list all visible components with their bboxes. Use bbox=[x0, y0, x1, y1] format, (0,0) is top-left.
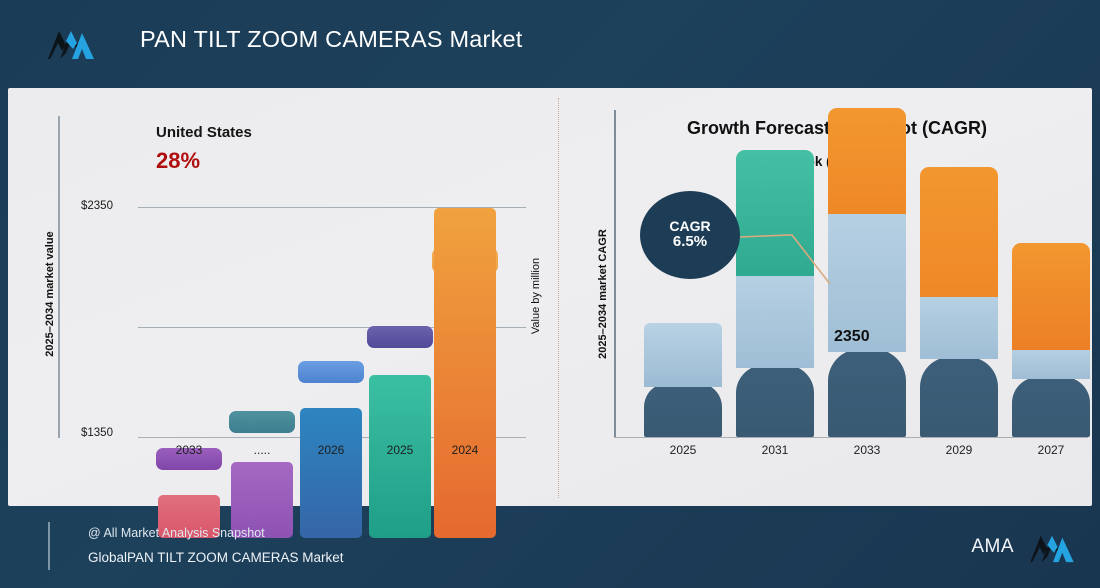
bar-cap bbox=[229, 411, 295, 433]
bar-segment-top bbox=[920, 167, 998, 297]
bar-column bbox=[434, 208, 496, 538]
region-percent-value: 28% bbox=[156, 148, 201, 173]
x-axis-label: 2029 bbox=[945, 443, 973, 457]
left-y-axis-line bbox=[58, 116, 60, 438]
left-y-axis-secondary-title: Value by million bbox=[530, 257, 542, 335]
left-ytick-2350: $2350 bbox=[81, 200, 113, 212]
ama-mountain-logo-icon bbox=[48, 31, 94, 59]
x-axis-label: 2026 bbox=[317, 443, 345, 457]
bar-segment-mid bbox=[736, 273, 814, 368]
left-ytick-1350: $1350 bbox=[81, 427, 113, 439]
bar-segment-base bbox=[920, 357, 998, 437]
bar-segment-mid bbox=[828, 212, 906, 352]
bar-segment-top bbox=[828, 108, 906, 214]
cagr-badge: CAGR 6.5% bbox=[640, 191, 740, 279]
x-axis-label: ..... bbox=[253, 443, 271, 457]
bar-segment-base bbox=[828, 349, 906, 437]
peak-value-callout: 2350 bbox=[834, 328, 870, 345]
footer-bar: @ All Market Analysis Snapshot GlobalPAN… bbox=[0, 506, 1100, 588]
footer-brand-label: AMA bbox=[971, 536, 1014, 557]
x-axis-label: 2025 bbox=[386, 443, 414, 457]
bar-cap bbox=[156, 448, 222, 470]
x-axis-label: 2025 bbox=[669, 443, 697, 457]
footer-source-label: @ All Market Analysis Snapshot bbox=[88, 526, 265, 540]
bar-segment-mid bbox=[644, 323, 722, 387]
x-axis-label: 2024 bbox=[451, 443, 479, 457]
x-axis-label: 2027 bbox=[1037, 443, 1065, 457]
right-y-axis-line bbox=[614, 110, 616, 438]
page-title: PAN TILT ZOOM CAMERAS Market bbox=[140, 26, 523, 52]
charts-panel: 2025–2034 market value $2350 $1350 Unite… bbox=[8, 88, 1092, 538]
bar-segment-base bbox=[1012, 377, 1090, 437]
right-chart: 2025–2034 market CAGR Growth Forecast Sn… bbox=[566, 88, 1100, 506]
bar-segment-base bbox=[644, 383, 722, 437]
bar-segment-mid bbox=[1012, 348, 1090, 379]
bar-cap bbox=[367, 326, 433, 348]
bar-column bbox=[158, 495, 220, 538]
bar-segment-mid bbox=[920, 295, 998, 359]
x-axis-label: 2033 bbox=[175, 443, 203, 457]
bar-column bbox=[231, 462, 293, 538]
bar-cap bbox=[298, 361, 364, 383]
footer-report-label: GlobalPAN TILT ZOOM CAMERAS Market bbox=[88, 550, 344, 565]
right-baseline bbox=[614, 437, 1088, 438]
x-axis-label: 2033 bbox=[853, 443, 881, 457]
right-y-axis-title: 2025–2034 market CAGR bbox=[597, 229, 609, 359]
left-gridline-bottom bbox=[138, 327, 526, 328]
bar-segment-top bbox=[736, 150, 814, 276]
bar-segment-top bbox=[1012, 243, 1090, 350]
bar-column bbox=[300, 408, 362, 538]
bar-column bbox=[369, 375, 431, 538]
bar-segment-base bbox=[736, 365, 814, 437]
header-bar: PAN TILT ZOOM CAMERAS Market bbox=[0, 0, 1100, 86]
left-gridline-top bbox=[138, 207, 526, 208]
region-name-label: United States bbox=[156, 124, 252, 141]
panel-divider bbox=[558, 98, 559, 498]
left-chart: 2025–2034 market value $2350 $1350 Unite… bbox=[8, 88, 566, 538]
ama-mountain-logo-icon bbox=[1030, 535, 1074, 563]
left-y-axis-title: 2025–2034 market value bbox=[44, 231, 56, 357]
cagr-badge-value: 6.5% bbox=[672, 233, 708, 251]
footer-divider bbox=[48, 522, 50, 570]
x-axis-label: 2031 bbox=[761, 443, 789, 457]
cagr-badge-label: CAGR bbox=[669, 217, 711, 234]
